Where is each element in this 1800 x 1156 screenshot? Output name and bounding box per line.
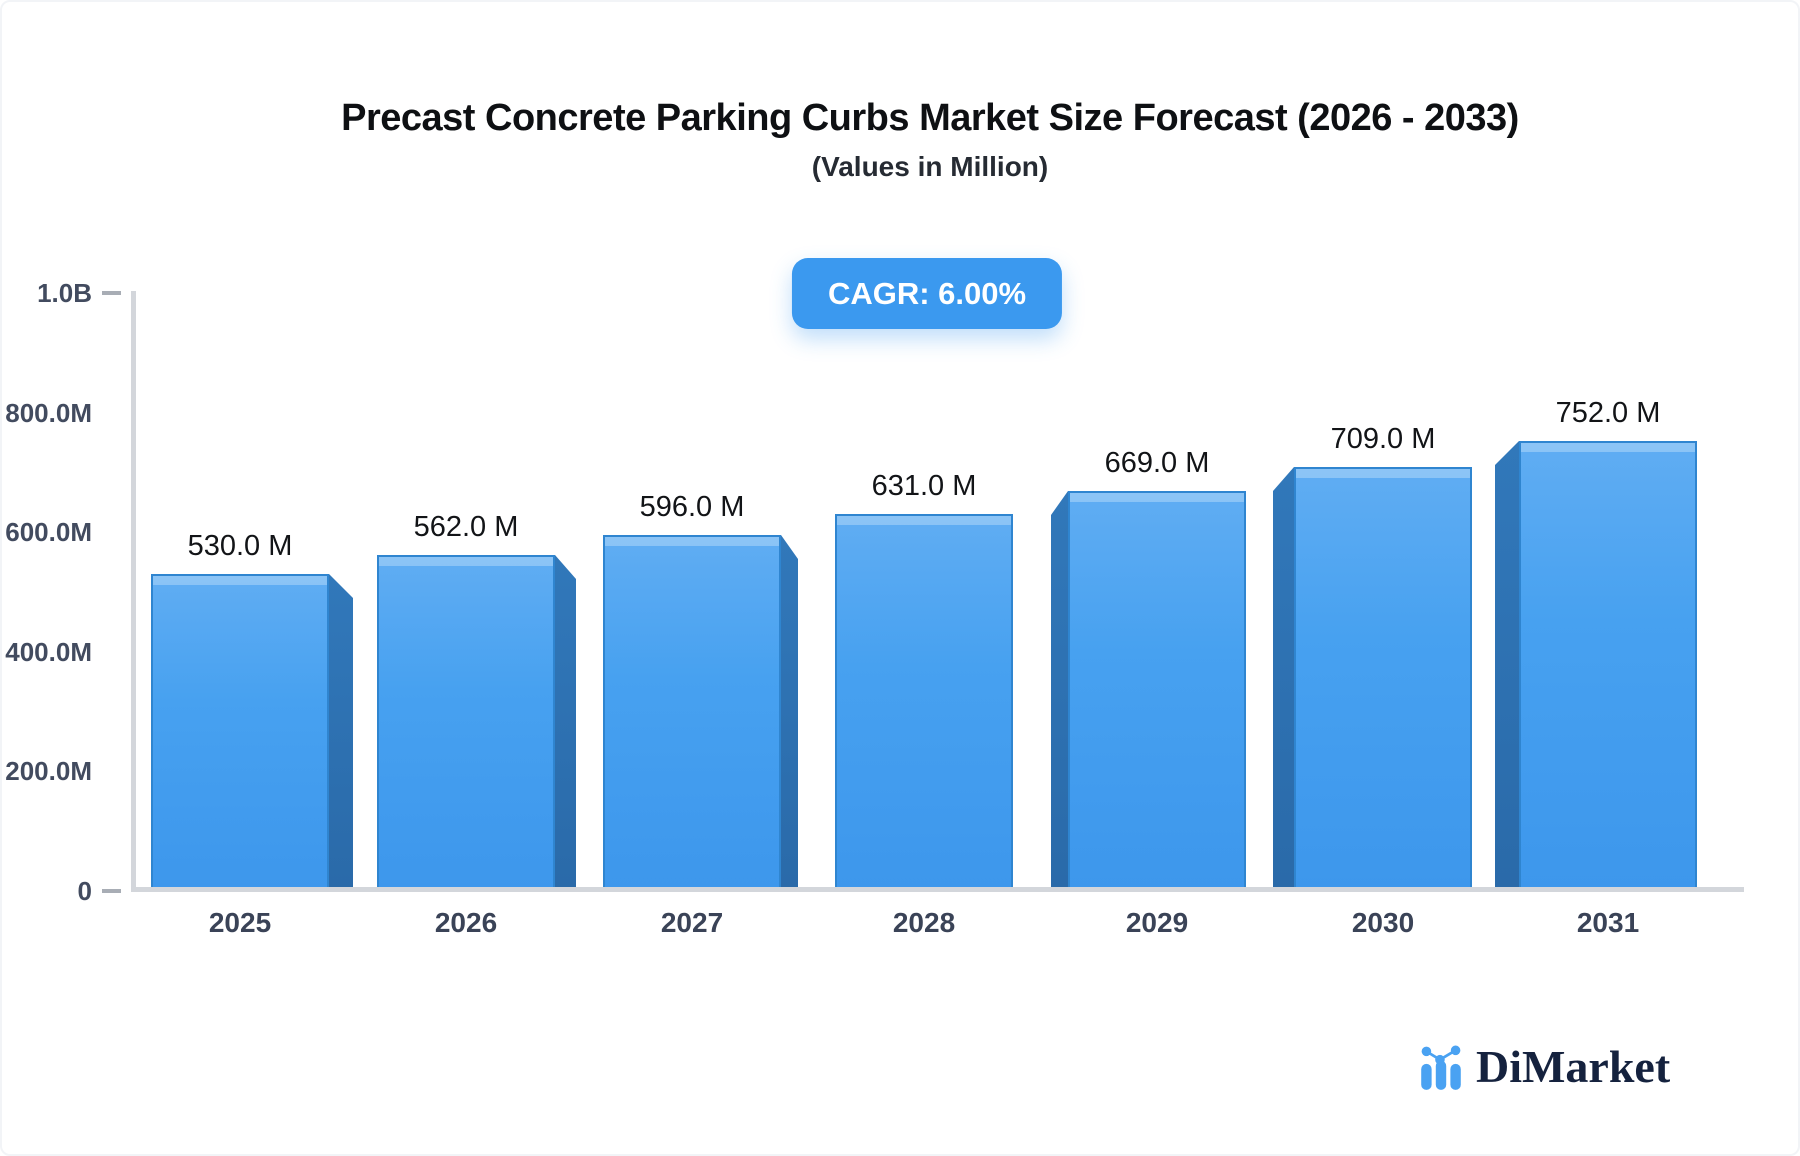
x-axis-label-2031: 2031 — [1576, 907, 1640, 938]
chart-title: Precast Concrete Parking Curbs Market Si… — [341, 97, 1519, 139]
bar-top-highlight — [605, 537, 779, 546]
chart-subtitle: (Values in Million) — [811, 151, 1049, 182]
x-axis-label-2030: 2030 — [1351, 907, 1415, 938]
bar-side-face-2026 — [555, 555, 576, 891]
chart-header: Precast Concrete Parking Curbs Market Si… — [112, 94, 1748, 184]
x-axis-label-2029: 2029 — [1125, 907, 1189, 938]
bar-2027[interactable] — [603, 535, 781, 891]
bar-2030[interactable] — [1294, 467, 1472, 891]
bar-2026[interactable] — [377, 555, 555, 891]
bar-top-highlight — [1521, 443, 1695, 452]
bar-value-label-2031: 752.0 M — [1555, 397, 1661, 429]
bar-side-face-2025 — [329, 574, 353, 891]
bar-side-face-2029 — [1051, 491, 1068, 891]
y-axis-line — [131, 291, 136, 891]
bar-value-label-2030: 709.0 M — [1330, 423, 1436, 455]
bar-top-highlight — [1070, 493, 1244, 502]
bar-side-face-2030 — [1273, 467, 1294, 891]
x-axis-label-2027: 2027 — [660, 907, 724, 938]
bar-value-label-2025: 530.0 M — [187, 530, 293, 562]
y-tick-label-400.0M: 400.0M — [5, 636, 92, 667]
y-tick-label-1.0B: 1.0B — [37, 278, 92, 308]
bar-top-highlight — [837, 516, 1011, 525]
bar-2028[interactable] — [835, 514, 1013, 891]
bar-value-label-2028: 631.0 M — [871, 470, 977, 502]
brand-name: DiMarket — [1476, 1041, 1671, 1092]
cagr-badge: CAGR: 6.00% — [791, 258, 1063, 329]
y-tick-label-800.0M: 800.0M — [5, 397, 92, 428]
bar-2025[interactable] — [151, 574, 329, 891]
bar-value-label-2026: 562.0 M — [413, 511, 519, 543]
bar-value-label-2027: 596.0 M — [639, 491, 745, 523]
bar-2029[interactable] — [1068, 491, 1246, 891]
y-tick-label-200.0M: 200.0M — [5, 756, 92, 787]
bar-side-face-2027 — [781, 535, 798, 891]
x-axis-label-2025: 2025 — [208, 907, 272, 938]
bar-side-face-2031 — [1495, 441, 1519, 891]
x-axis-label-2028: 2028 — [892, 907, 956, 938]
y-tick-label-600.0M: 600.0M — [5, 517, 92, 548]
y-tick-mark — [102, 291, 121, 295]
y-tick-mark — [102, 889, 121, 893]
bar-top-highlight — [379, 557, 553, 566]
x-axis-line — [131, 887, 1744, 892]
bar-top-highlight — [153, 576, 327, 585]
y-tick-label-0: 0 — [77, 876, 92, 906]
bar-2031[interactable] — [1519, 441, 1697, 891]
bar-top-highlight — [1296, 469, 1470, 478]
bar-value-label-2029: 669.0 M — [1104, 447, 1210, 479]
bar-chart-trend-icon — [1421, 1045, 1461, 1090]
x-axis-label-2026: 2026 — [434, 907, 498, 938]
brand-logo: DiMarket — [1418, 1042, 1670, 1092]
